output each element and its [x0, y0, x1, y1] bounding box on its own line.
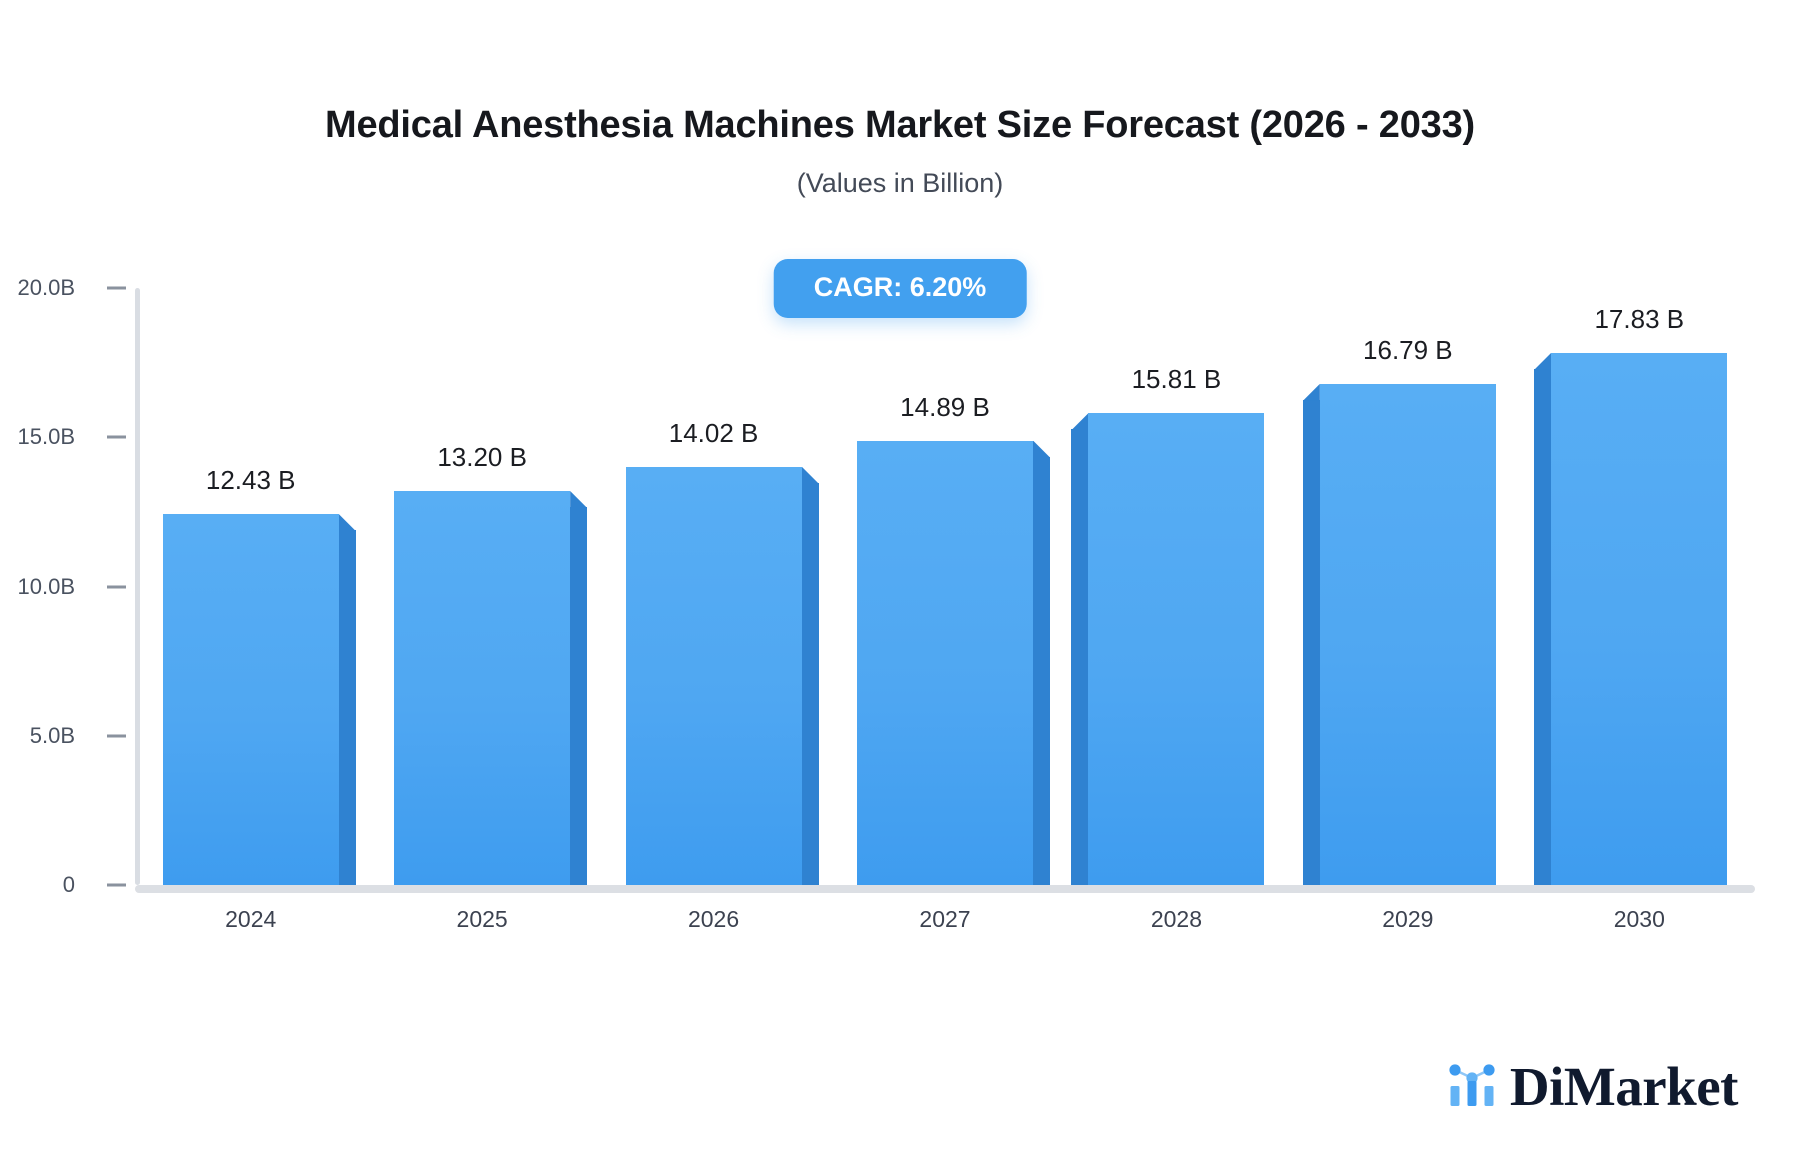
x-tick-label: 2030 — [1613, 906, 1665, 932]
x-tick-label: 2024 — [225, 906, 277, 932]
bar-front-face — [1319, 383, 1496, 885]
bar-column[interactable]: 17.83 B — [1534, 288, 1728, 885]
y-tick-label: 20.0B — [17, 275, 76, 300]
bar[interactable] — [394, 490, 588, 885]
y-tick-label: 15.0B — [17, 424, 76, 450]
bar-value-label: 17.83 B — [1594, 303, 1685, 334]
x-axis-labels: 2024 2025 2026 2027 2028 2029 2030 — [135, 906, 1755, 946]
x-tick-label: 2025 — [456, 906, 508, 932]
cagr-badge: CAGR: 6.20% — [773, 259, 1027, 318]
bar-top-bevel — [570, 490, 588, 508]
plot-area: 0 5.0B 10.0B 15.0B 20.0B 12.43 B 13.20 B 14.02… — [18, 275, 1755, 897]
bar-column[interactable]: 15.81 B — [1071, 288, 1265, 885]
bar[interactable] — [1302, 383, 1496, 885]
dimarket-logo: DiMarket — [1447, 1056, 1739, 1117]
bar-column[interactable]: 16.79 B — [1302, 288, 1496, 885]
bar-top-bevel — [1071, 413, 1089, 431]
bar-column[interactable]: 12.43 B — [162, 288, 356, 885]
bar-value-label: 15.81 B — [1131, 364, 1222, 395]
bar[interactable] — [625, 466, 819, 885]
bar[interactable] — [1534, 352, 1728, 885]
bar-side-face — [338, 529, 356, 885]
bar-column[interactable]: 13.20 B — [394, 288, 588, 885]
bar-top-bevel — [1302, 383, 1320, 401]
bar-front-face — [625, 466, 802, 885]
y-tick-label: 10.0B — [17, 573, 76, 599]
x-tick-label: 2028 — [1150, 906, 1203, 932]
bar-chart-logo-icon — [1447, 1061, 1497, 1112]
bar-value-label: 12.43 B — [205, 464, 296, 495]
y-tick-mark — [107, 734, 126, 738]
x-tick-label: 2029 — [1382, 906, 1434, 932]
chart-title: Medical Anesthesia Machines Market Size … — [325, 104, 1475, 146]
y-tick-mark — [107, 435, 126, 439]
bar-value-label: 14.89 B — [900, 391, 990, 422]
bar-side-face — [801, 482, 819, 885]
y-tick-label: 5.0B — [29, 722, 75, 748]
bar-front-face — [1088, 413, 1265, 885]
bar-value-label: 13.20 B — [437, 441, 527, 472]
bar-side-face — [570, 506, 588, 885]
y-tick-mark — [107, 883, 126, 887]
bar[interactable] — [162, 513, 356, 885]
y-axis-line — [135, 288, 140, 885]
bar-side-face — [1071, 429, 1089, 885]
bar-top-bevel — [801, 466, 819, 484]
bar-side-face — [1033, 456, 1050, 885]
y-tick-mark — [107, 585, 126, 588]
bar-column[interactable]: 14.89 B — [857, 288, 1050, 885]
logo-wordmark: DiMarket — [1509, 1056, 1739, 1117]
bar-side-face — [1534, 368, 1552, 885]
y-tick-mark — [107, 286, 126, 290]
bar-front-face — [162, 513, 339, 885]
bar-top-bevel — [338, 513, 356, 531]
bar-top-bevel — [1534, 352, 1552, 370]
bar[interactable] — [857, 440, 1050, 885]
y-tick-label: 0 — [62, 872, 75, 897]
bar-front-face — [1551, 352, 1728, 885]
bar-value-label: 14.02 B — [668, 417, 759, 448]
bar-front-face — [857, 440, 1033, 885]
bar-value-label: 16.79 B — [1363, 334, 1453, 365]
bar-front-face — [394, 490, 571, 885]
x-tick-label: 2027 — [919, 906, 971, 932]
x-axis-line — [135, 885, 1755, 893]
chart-subtitle: (Values in Billion) — [796, 168, 1004, 198]
x-tick-label: 2026 — [687, 906, 740, 932]
bar[interactable] — [1071, 413, 1265, 885]
bar-top-bevel — [1033, 440, 1050, 458]
bar-side-face — [1302, 399, 1320, 885]
bar-series: 12.43 B 13.20 B 14.02 B 14.89 B 15.81 B 16.79… — [135, 288, 1755, 885]
bar-column[interactable]: 14.02 B — [625, 288, 819, 885]
